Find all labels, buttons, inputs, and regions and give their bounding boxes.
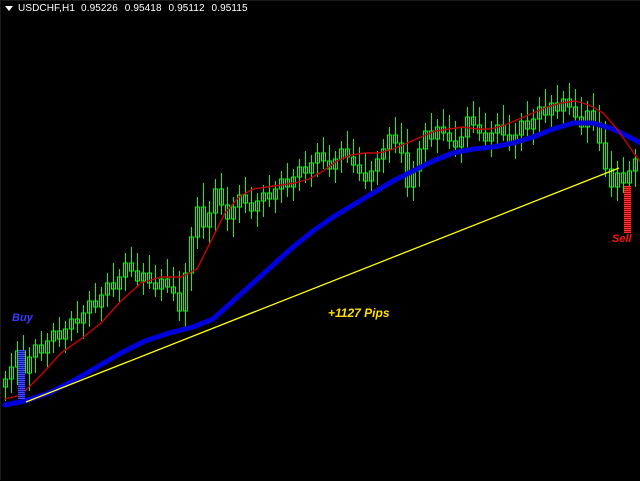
candlestick bbox=[297, 159, 302, 191]
fast-moving-average-line bbox=[4, 100, 640, 400]
candlestick bbox=[213, 179, 218, 233]
candlestick bbox=[615, 161, 620, 201]
candlestick bbox=[573, 89, 578, 125]
candlestick bbox=[87, 291, 92, 327]
price-chart-svg bbox=[1, 16, 640, 481]
candlestick bbox=[393, 117, 398, 153]
candlestick bbox=[261, 185, 266, 217]
candlestick bbox=[291, 169, 296, 201]
candlestick bbox=[435, 119, 440, 153]
candlestick bbox=[39, 331, 44, 361]
candlestick bbox=[159, 269, 164, 301]
candlestick bbox=[285, 163, 290, 197]
candlestick bbox=[537, 97, 542, 133]
candlestick bbox=[519, 113, 524, 151]
candlestick bbox=[447, 115, 452, 149]
candlestick bbox=[57, 317, 62, 347]
candlestick bbox=[195, 197, 200, 249]
trendline[interactable] bbox=[25, 167, 620, 403]
candlestick bbox=[459, 127, 464, 163]
candlestick bbox=[555, 85, 560, 119]
candlestick bbox=[165, 259, 170, 293]
candlestick bbox=[219, 173, 224, 215]
candlestick bbox=[105, 273, 110, 307]
candlestick bbox=[321, 137, 326, 169]
candlestick bbox=[525, 101, 530, 137]
candlestick bbox=[153, 265, 158, 297]
candlestick bbox=[63, 321, 68, 353]
candlestick bbox=[171, 267, 176, 301]
candlestick bbox=[315, 143, 320, 177]
candlestick bbox=[69, 311, 74, 341]
candlestick bbox=[567, 83, 572, 115]
candlestick bbox=[117, 269, 122, 303]
slow-moving-average-line bbox=[2, 120, 640, 408]
candlestick bbox=[489, 121, 494, 157]
candlestick bbox=[249, 187, 254, 219]
ohlc-quote-row: 0.95226 0.95418 0.95112 0.95115 bbox=[81, 3, 252, 14]
candlestick bbox=[99, 287, 104, 321]
candlestick bbox=[123, 253, 128, 291]
symbol-timeframe-label: USDCHF,H1 bbox=[18, 3, 76, 14]
candlestick bbox=[471, 101, 476, 133]
candlestick bbox=[33, 339, 38, 373]
candlestick bbox=[147, 255, 152, 289]
candlestick bbox=[351, 139, 356, 173]
candlestick bbox=[267, 175, 272, 207]
candlestick bbox=[201, 183, 206, 239]
candlestick bbox=[135, 253, 140, 287]
candlestick bbox=[243, 177, 248, 213]
candlestick bbox=[549, 95, 554, 131]
chevron-down-icon[interactable] bbox=[5, 6, 13, 11]
candlestick bbox=[9, 353, 14, 393]
ohlc-low-value: 0.95112 bbox=[168, 3, 205, 14]
chart-titlebar: USDCHF,H1 0.95226 0.95418 0.95112 0.9511… bbox=[1, 1, 640, 16]
candlestick bbox=[609, 151, 614, 197]
ohlc-close-value: 0.95115 bbox=[211, 3, 248, 14]
candlestick bbox=[357, 147, 362, 181]
candlestick bbox=[75, 301, 80, 333]
candlestick bbox=[81, 305, 86, 339]
candlestick-series bbox=[3, 83, 638, 401]
candlestick bbox=[207, 201, 212, 243]
ohlc-high-value: 0.95418 bbox=[124, 3, 162, 14]
candlestick bbox=[3, 371, 8, 401]
candlestick bbox=[429, 113, 434, 147]
candlestick bbox=[483, 113, 488, 149]
candlestick bbox=[603, 121, 608, 177]
candlestick bbox=[45, 333, 50, 367]
candlestick bbox=[387, 127, 392, 163]
candlestick bbox=[381, 139, 386, 173]
candlestick bbox=[399, 123, 404, 163]
candlestick bbox=[27, 347, 32, 391]
ohlc-open-value: 0.95226 bbox=[81, 3, 118, 14]
candlestick bbox=[309, 155, 314, 187]
candlestick bbox=[255, 193, 260, 227]
chart-plot-area[interactable]: Buy Sell +1127 Pips bbox=[1, 16, 640, 481]
candlestick bbox=[621, 157, 626, 193]
chart-background bbox=[1, 16, 640, 481]
candlestick bbox=[303, 151, 308, 183]
candlestick bbox=[561, 91, 566, 127]
candlestick bbox=[423, 123, 428, 163]
candlestick bbox=[237, 185, 242, 223]
candlestick bbox=[495, 113, 500, 149]
candlestick bbox=[375, 151, 380, 185]
candlestick bbox=[129, 247, 134, 277]
candlestick bbox=[189, 227, 194, 291]
candlestick bbox=[51, 323, 56, 353]
candlestick bbox=[363, 153, 368, 189]
candlestick bbox=[111, 263, 116, 297]
candlestick bbox=[177, 271, 182, 321]
candlestick bbox=[417, 141, 422, 187]
candlestick bbox=[93, 283, 98, 313]
candlestick bbox=[141, 263, 146, 295]
